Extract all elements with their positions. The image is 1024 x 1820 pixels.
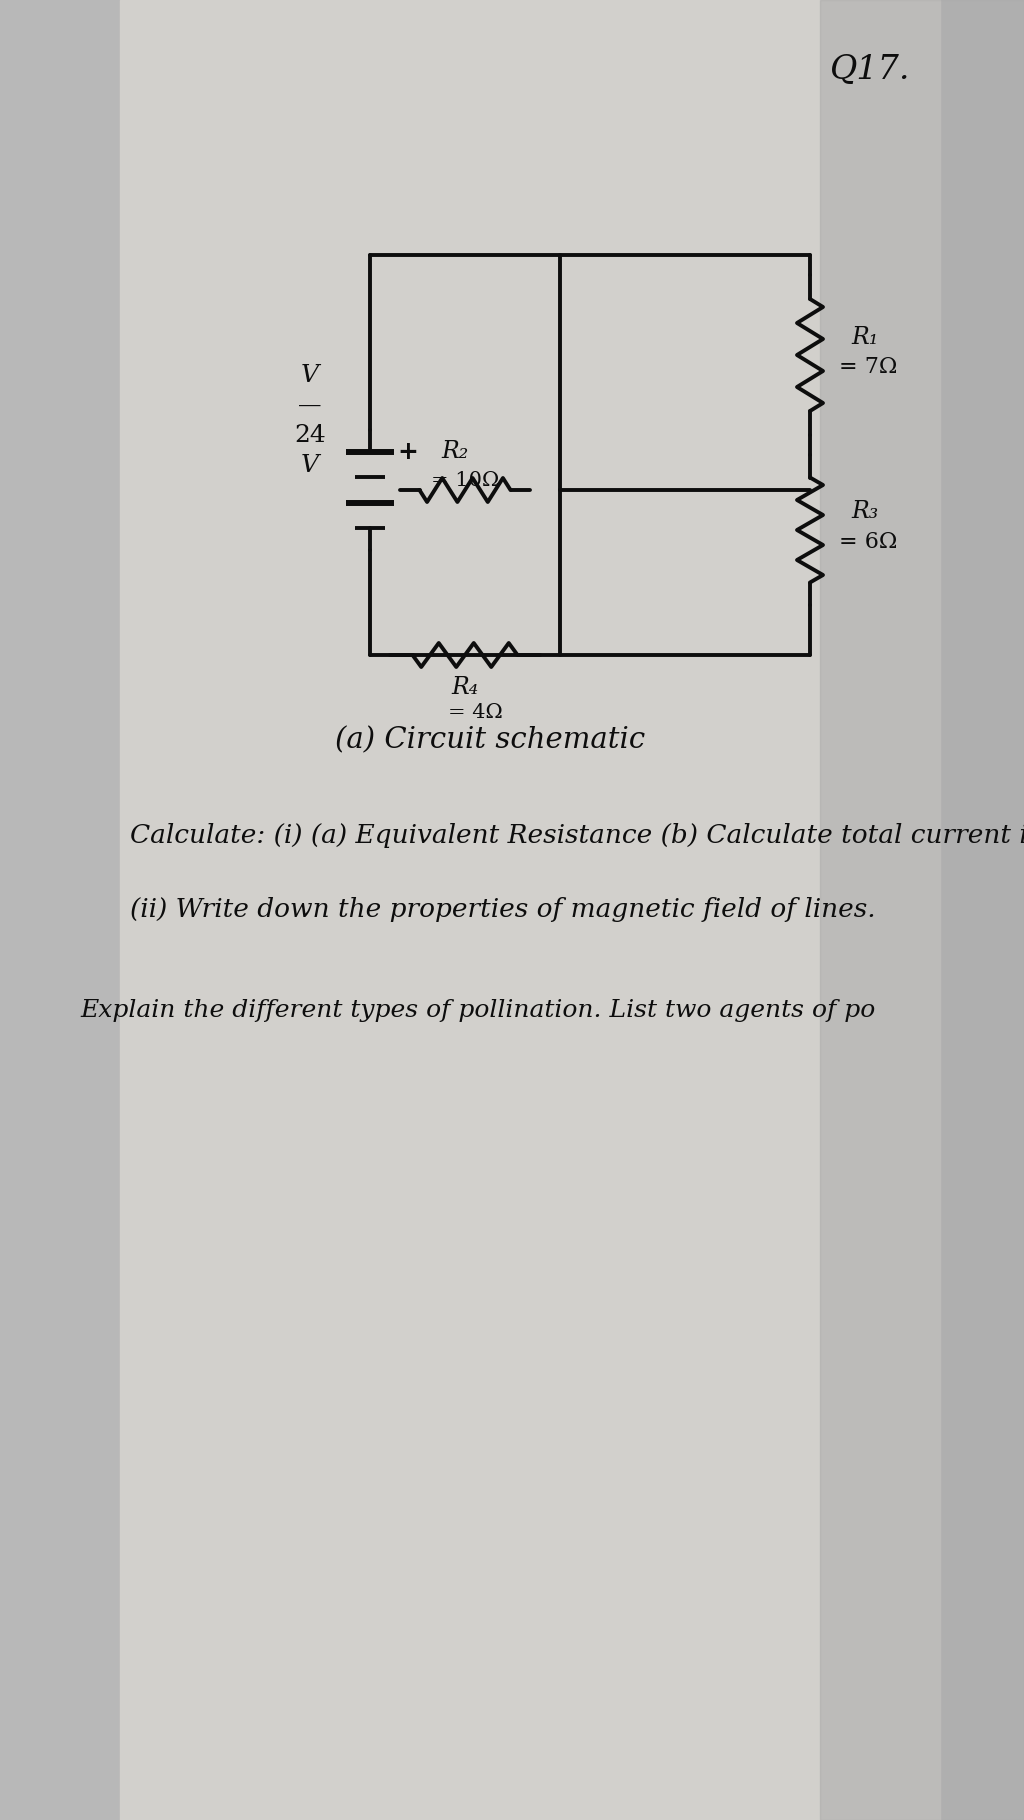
- Text: = 7Ω: = 7Ω: [839, 357, 897, 379]
- Text: —: —: [298, 393, 322, 417]
- Text: V: V: [301, 364, 319, 386]
- Text: V: V: [301, 453, 319, 477]
- Text: Calculate: (i) (a) Equivalent Resistance (b) Calculate total current in circuit.: Calculate: (i) (a) Equivalent Resistance…: [130, 823, 1024, 848]
- Text: R₂: R₂: [441, 440, 469, 464]
- Text: R₁: R₁: [851, 326, 879, 348]
- Text: (ii) Write down the properties of magnetic field of lines.: (ii) Write down the properties of magnet…: [130, 897, 876, 923]
- Text: = 6Ω: = 6Ω: [839, 531, 897, 553]
- Text: Q17.: Q17.: [829, 55, 910, 86]
- Bar: [820, 0, 1024, 1820]
- Text: R₃: R₃: [851, 501, 879, 524]
- Text: (a) Circuit schematic: (a) Circuit schematic: [335, 726, 645, 753]
- Text: 24: 24: [294, 424, 326, 446]
- Text: +: +: [397, 440, 419, 464]
- Text: R₄: R₄: [452, 675, 478, 699]
- Bar: [120, 0, 940, 1820]
- Text: = 4Ω: = 4Ω: [447, 704, 503, 723]
- Text: = 10Ω: = 10Ω: [431, 471, 499, 490]
- Text: Explain the different types of pollination. List two agents of po: Explain the different types of pollinati…: [80, 999, 876, 1021]
